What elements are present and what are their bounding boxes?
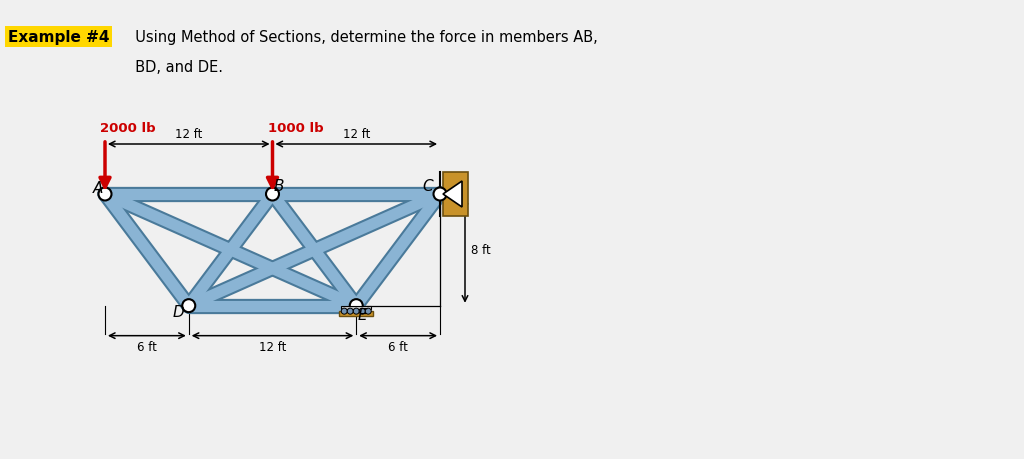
- Polygon shape: [443, 182, 462, 207]
- Text: D: D: [173, 304, 184, 319]
- Text: C: C: [423, 179, 433, 194]
- Circle shape: [98, 188, 112, 201]
- Circle shape: [359, 308, 366, 314]
- Bar: [339, 311, 374, 316]
- Text: 2000 lb: 2000 lb: [100, 122, 156, 134]
- Text: 12 ft: 12 ft: [259, 340, 286, 353]
- Text: 6 ft: 6 ft: [388, 340, 408, 353]
- Circle shape: [347, 308, 353, 314]
- Text: A: A: [93, 181, 103, 196]
- Text: 6 ft: 6 ft: [137, 340, 157, 353]
- Text: 12 ft: 12 ft: [343, 128, 370, 141]
- Text: 12 ft: 12 ft: [175, 128, 203, 141]
- Circle shape: [266, 188, 279, 201]
- Bar: [443, 173, 468, 217]
- Text: Example #4: Example #4: [8, 30, 110, 45]
- Circle shape: [182, 300, 196, 313]
- Circle shape: [341, 308, 347, 314]
- Circle shape: [353, 308, 359, 314]
- Bar: [341, 306, 372, 309]
- Text: 8 ft: 8 ft: [471, 244, 490, 257]
- Circle shape: [366, 308, 372, 314]
- Text: BD, and DE.: BD, and DE.: [126, 60, 223, 75]
- Text: E: E: [357, 308, 367, 323]
- Text: 1000 lb: 1000 lb: [267, 122, 324, 134]
- Circle shape: [350, 300, 362, 313]
- Text: B: B: [273, 179, 284, 194]
- Text: Using Method of Sections, determine the force in members AB,: Using Method of Sections, determine the …: [126, 30, 598, 45]
- Circle shape: [433, 188, 446, 201]
